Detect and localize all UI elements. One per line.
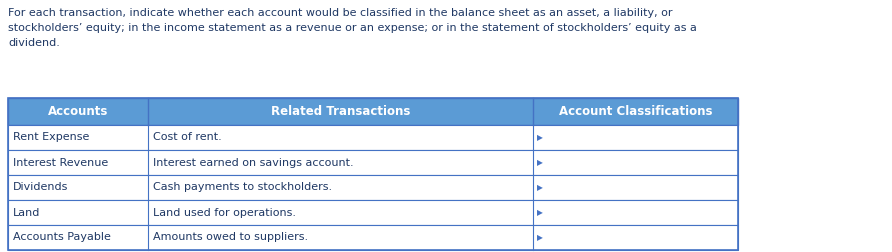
Bar — [8, 200, 738, 225]
Text: Land used for operations.: Land used for operations. — [153, 207, 296, 217]
Text: stockholders’ equity; in the income statement as a revenue or an expense; or in : stockholders’ equity; in the income stat… — [8, 23, 697, 33]
Text: ▶: ▶ — [537, 133, 543, 142]
Text: Dividends: Dividends — [13, 182, 69, 193]
Text: ▶: ▶ — [537, 233, 543, 242]
Text: Cash payments to stockholders.: Cash payments to stockholders. — [153, 182, 332, 193]
Text: Interest Revenue: Interest Revenue — [13, 158, 108, 168]
Bar — [8, 225, 738, 250]
Text: Accounts Payable: Accounts Payable — [13, 233, 111, 242]
Text: Amounts owed to suppliers.: Amounts owed to suppliers. — [153, 233, 308, 242]
Text: Account Classifications: Account Classifications — [558, 105, 712, 118]
Text: Accounts: Accounts — [48, 105, 108, 118]
Bar — [8, 98, 738, 125]
Text: ▶: ▶ — [537, 183, 543, 192]
Bar — [8, 175, 738, 200]
Text: Land: Land — [13, 207, 40, 217]
Text: For each transaction, indicate whether each account would be classified in the b: For each transaction, indicate whether e… — [8, 8, 673, 18]
Text: Interest earned on savings account.: Interest earned on savings account. — [153, 158, 353, 168]
Bar — [8, 125, 738, 150]
Text: Related Transactions: Related Transactions — [271, 105, 410, 118]
Text: ▶: ▶ — [537, 158, 543, 167]
Bar — [8, 98, 738, 250]
Text: ▶: ▶ — [537, 208, 543, 217]
Text: Rent Expense: Rent Expense — [13, 133, 89, 142]
Bar — [8, 150, 738, 175]
Text: Cost of rent.: Cost of rent. — [153, 133, 222, 142]
Text: dividend.: dividend. — [8, 38, 60, 48]
